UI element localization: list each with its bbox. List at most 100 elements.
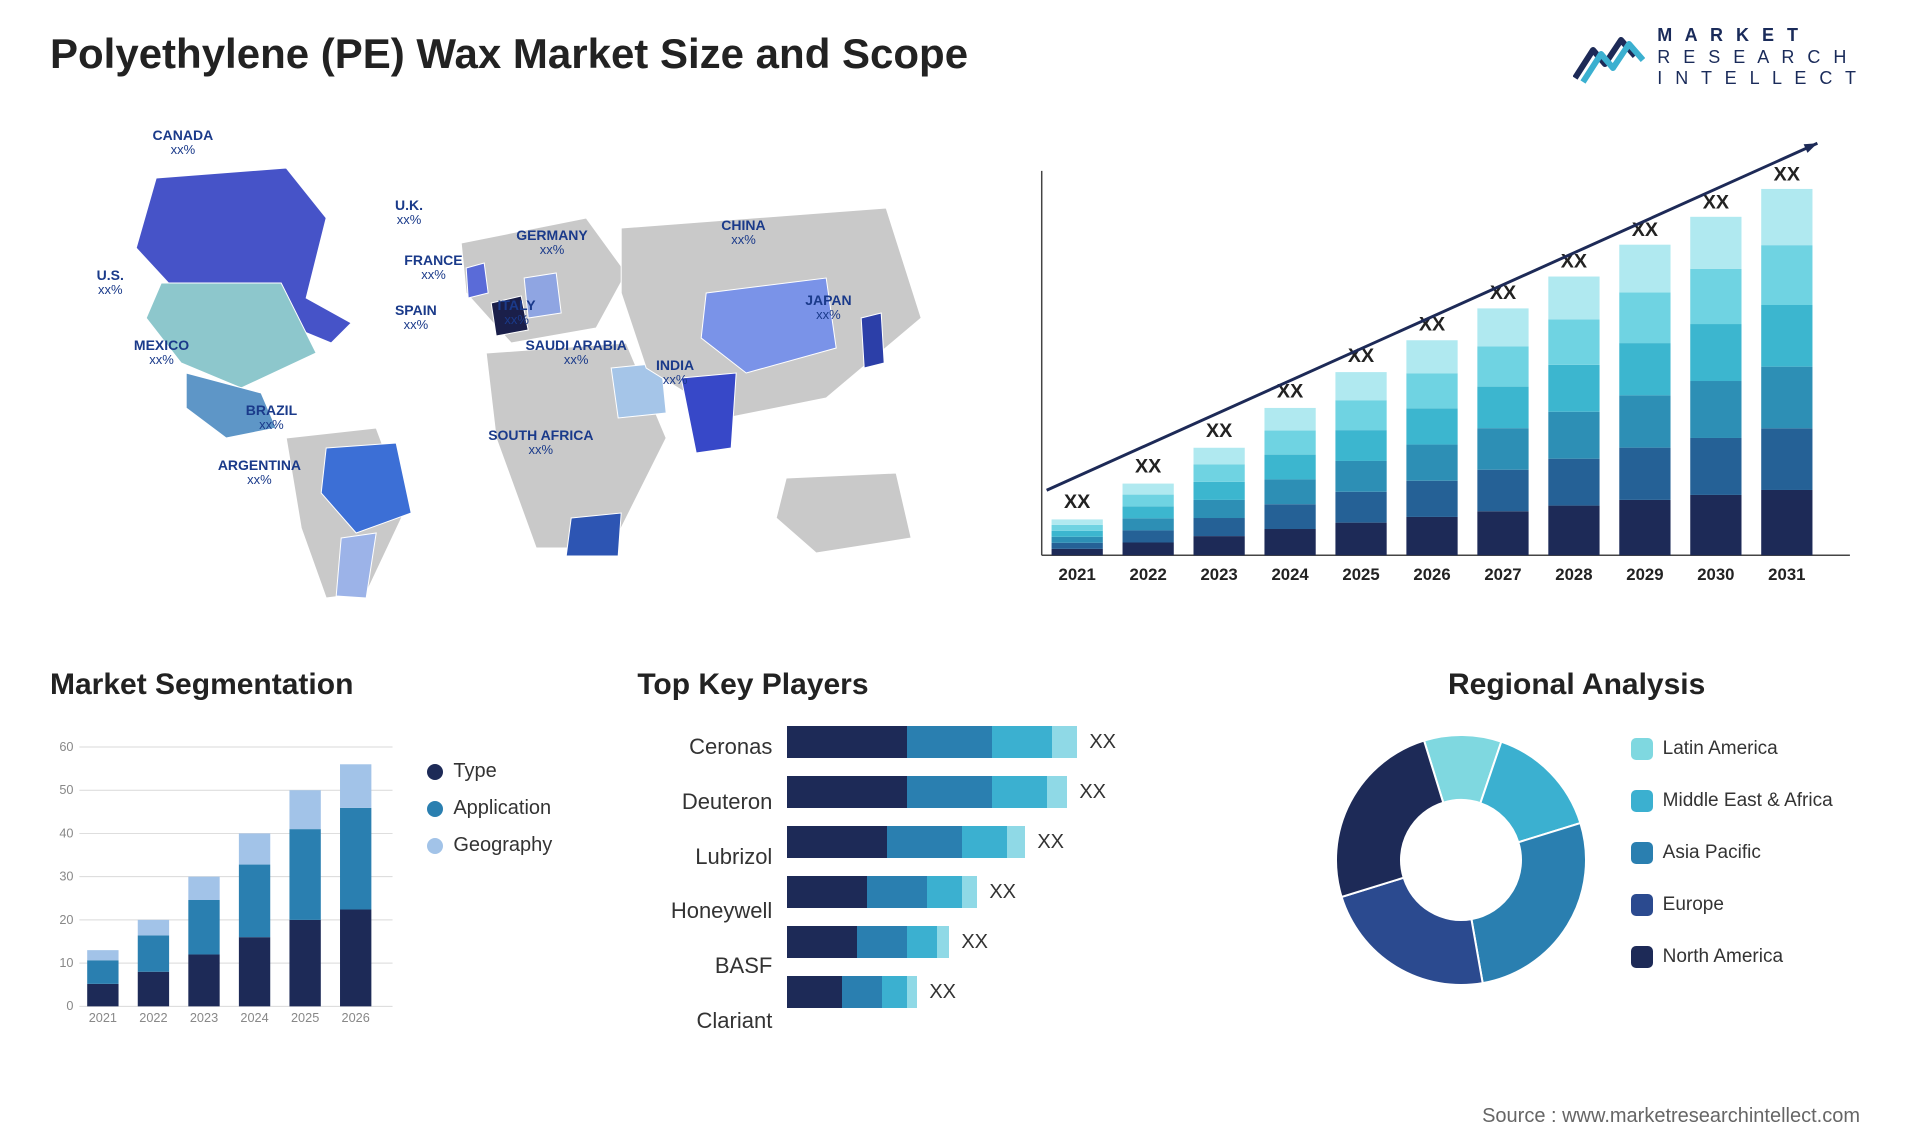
player-bar-segment xyxy=(1052,726,1077,758)
logo-line2: R E S E A R C H xyxy=(1657,47,1860,69)
legend-item: Application xyxy=(427,797,607,820)
player-bar-stack xyxy=(787,776,1067,808)
player-bar-segment xyxy=(787,776,907,808)
map-label: CHINAxx% xyxy=(721,218,765,248)
svg-text:20: 20 xyxy=(59,912,73,927)
map-label: U.K.xx% xyxy=(395,198,423,228)
legend-label: Middle East & Africa xyxy=(1663,790,1833,812)
player-bar-row: XX xyxy=(787,720,1253,764)
legend-item: Geography xyxy=(427,834,607,857)
player-bar-segment xyxy=(887,826,962,858)
regional-title: Regional Analysis xyxy=(1448,668,1705,702)
svg-text:2027: 2027 xyxy=(1485,565,1522,584)
legend-item: Europe xyxy=(1631,894,1833,916)
map-label: MEXICOxx% xyxy=(134,338,189,368)
logo-line1: M A R K E T xyxy=(1657,25,1860,47)
legend-label: Europe xyxy=(1663,894,1724,916)
player-bar-stack xyxy=(787,826,1025,858)
regional-panel: Regional Analysis Latin America Middle Ea… xyxy=(1283,668,1870,1048)
regional-donut-svg xyxy=(1321,720,1601,1000)
svg-text:2021: 2021 xyxy=(89,1010,117,1025)
legend-swatch-icon xyxy=(1631,894,1653,916)
player-bar-segment xyxy=(937,926,949,958)
legend-swatch-icon xyxy=(1631,842,1653,864)
player-bar-segment xyxy=(842,976,882,1008)
player-bar-segment xyxy=(992,726,1052,758)
player-bar-segment xyxy=(962,826,1007,858)
player-bar-row: XX xyxy=(787,920,1253,964)
legend-item: Asia Pacific xyxy=(1631,842,1833,864)
player-bar-segment xyxy=(907,776,992,808)
svg-text:30: 30 xyxy=(59,869,73,884)
player-value-label: XX xyxy=(929,981,956,1004)
player-name: Lubrizol xyxy=(637,832,772,882)
legend-swatch-icon xyxy=(1631,946,1653,968)
player-bar-segment xyxy=(787,826,887,858)
player-bar-segment xyxy=(962,876,977,908)
world-map-panel: CANADAxx%U.S.xx%MEXICOxx%BRAZILxx%ARGENT… xyxy=(50,118,982,618)
svg-text:2024: 2024 xyxy=(240,1010,268,1025)
map-label: SPAINxx% xyxy=(395,303,437,333)
svg-text:60: 60 xyxy=(59,739,73,754)
trend-chart-panel: XX2021XX2022XX2023XX2024XX2025XX2026XX20… xyxy=(1022,118,1870,618)
player-name: Clariant xyxy=(637,996,772,1046)
svg-text:2022: 2022 xyxy=(1130,565,1167,584)
player-bar-row: XX xyxy=(787,870,1253,914)
legend-item: Latin America xyxy=(1631,738,1833,760)
player-value-label: XX xyxy=(1089,731,1116,754)
player-bar-segment xyxy=(787,726,907,758)
map-label: GERMANYxx% xyxy=(516,228,588,258)
brand-logo: M A R K E T R E S E A R C H I N T E L L … xyxy=(1573,25,1860,90)
map-label: CANADAxx% xyxy=(153,128,214,158)
svg-text:XX: XX xyxy=(1206,420,1232,442)
player-bar-segment xyxy=(927,876,962,908)
source-citation: Source : www.marketresearchintellect.com xyxy=(1482,1105,1860,1128)
player-bar-segment xyxy=(867,876,927,908)
segmentation-panel: Market Segmentation 01020304050602021202… xyxy=(50,668,607,1048)
legend-swatch-icon xyxy=(427,801,443,817)
legend-swatch-icon xyxy=(427,764,443,780)
svg-text:10: 10 xyxy=(59,955,73,970)
svg-text:XX: XX xyxy=(1774,164,1800,186)
legend-swatch-icon xyxy=(427,838,443,854)
player-value-label: XX xyxy=(961,931,988,954)
svg-text:2025: 2025 xyxy=(1343,565,1380,584)
map-label: JAPANxx% xyxy=(805,293,851,323)
svg-text:2024: 2024 xyxy=(1272,565,1310,584)
svg-text:XX: XX xyxy=(1064,491,1090,513)
player-bar-segment xyxy=(787,976,842,1008)
legend-label: Asia Pacific xyxy=(1663,842,1761,864)
players-bars: XXXXXXXXXXXX xyxy=(787,720,1253,1048)
legend-item: Type xyxy=(427,760,607,783)
svg-text:2021: 2021 xyxy=(1059,565,1096,584)
svg-text:2028: 2028 xyxy=(1556,565,1593,584)
players-labels: CeronasDeuteronLubrizolHoneywellBASFClar… xyxy=(637,720,787,1048)
segmentation-chart: 0102030405060202120222023202420252026 xyxy=(50,720,402,1048)
player-bar-stack xyxy=(787,926,949,958)
map-label: FRANCExx% xyxy=(404,253,462,283)
legend-label: Latin America xyxy=(1663,738,1778,760)
svg-text:2023: 2023 xyxy=(190,1010,218,1025)
svg-text:2026: 2026 xyxy=(1414,565,1451,584)
svg-text:2030: 2030 xyxy=(1698,565,1735,584)
svg-text:2022: 2022 xyxy=(139,1010,167,1025)
player-name: Deuteron xyxy=(637,777,772,827)
trend-chart-svg: XX2021XX2022XX2023XX2024XX2025XX2026XX20… xyxy=(1022,118,1870,618)
legend-item: North America xyxy=(1631,946,1833,968)
segmentation-svg: 0102030405060202120222023202420252026 xyxy=(50,720,402,1048)
player-value-label: XX xyxy=(1079,781,1106,804)
svg-text:2026: 2026 xyxy=(342,1010,370,1025)
player-name: BASF xyxy=(637,941,772,991)
player-bar-stack xyxy=(787,876,977,908)
player-bar-stack xyxy=(787,726,1077,758)
legend-label: North America xyxy=(1663,946,1783,968)
svg-text:2031: 2031 xyxy=(1769,565,1806,584)
player-bar-row: XX xyxy=(787,770,1253,814)
svg-text:2025: 2025 xyxy=(291,1010,319,1025)
legend-swatch-icon xyxy=(1631,738,1653,760)
player-bar-segment xyxy=(907,726,992,758)
player-bar-segment xyxy=(907,976,917,1008)
legend-label: Application xyxy=(453,797,551,820)
map-label: SOUTH AFRICAxx% xyxy=(488,428,593,458)
player-bar-segment xyxy=(907,926,937,958)
